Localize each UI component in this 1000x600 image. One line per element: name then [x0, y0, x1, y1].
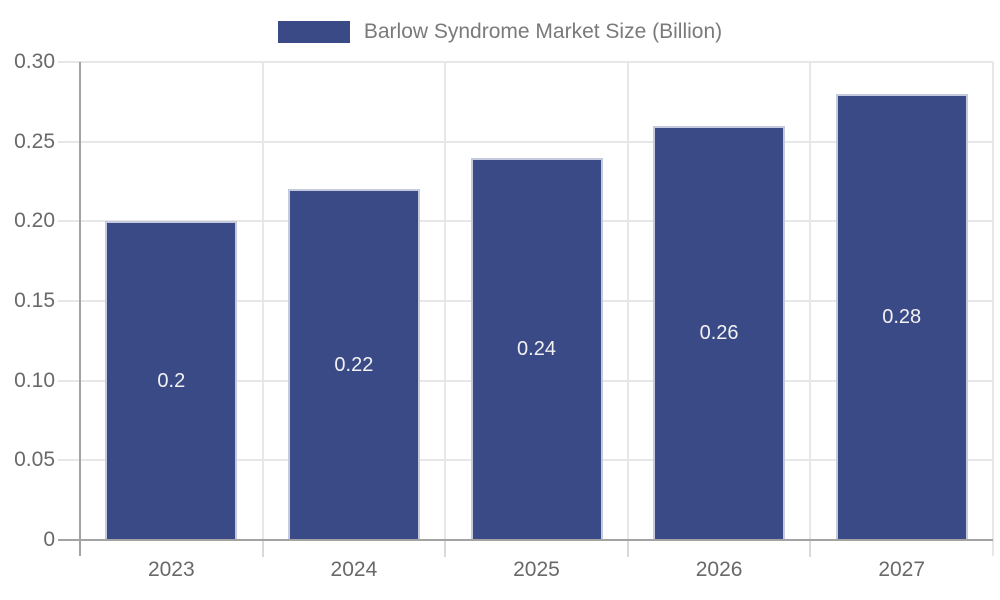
legend-label: Barlow Syndrome Market Size (Billion) [363, 19, 723, 43]
y-axis-line [79, 62, 81, 556]
y-tick-label: 0 [43, 528, 55, 551]
x-tick-label: 2026 [695, 558, 743, 581]
bar-value-label: 0.28 [882, 305, 922, 328]
bar [653, 125, 786, 540]
bar-value-label: 0.22 [334, 353, 374, 376]
x-tick-label: 2025 [513, 558, 560, 581]
x-tick-label: 2027 [878, 558, 926, 581]
bar [287, 189, 420, 540]
bar-value-label: 0.24 [517, 337, 556, 360]
x-tick-mark [444, 541, 447, 557]
y-tick-label: 0.20 [14, 209, 55, 233]
y-tick-label: 0.30 [14, 50, 55, 73]
plot-right-border [992, 62, 994, 556]
x-tick-label: 2024 [330, 558, 378, 581]
x-tick-mark [809, 541, 812, 557]
gridline-x [626, 62, 629, 540]
bar [470, 157, 603, 540]
bar [105, 221, 238, 540]
y-tick-label: 0.15 [14, 289, 55, 312]
legend: Barlow Syndrome Market Size (Billion) [0, 20, 1000, 43]
x-axis-line [58, 539, 993, 541]
y-tick-label: 0.05 [14, 448, 55, 472]
x-tick-mark [261, 541, 264, 557]
gridline-y [58, 61, 993, 63]
x-tick-label: 2023 [147, 558, 195, 581]
bar-value-label: 0.2 [157, 369, 186, 392]
gridline-x [809, 62, 812, 540]
y-tick-label: 0.25 [14, 129, 55, 153]
gridline-y [58, 140, 993, 143]
bar-value-label: 0.26 [699, 321, 739, 344]
bar [835, 93, 968, 540]
gridline-x [261, 62, 264, 540]
gridline-x [444, 62, 447, 540]
y-tick-label: 0.10 [14, 368, 55, 392]
legend-swatch [277, 20, 350, 43]
x-tick-mark [626, 541, 629, 557]
